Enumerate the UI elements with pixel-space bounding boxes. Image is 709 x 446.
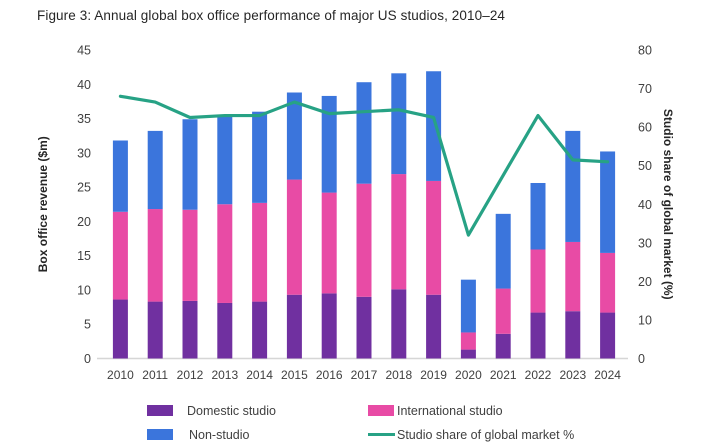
right-axis-tick: 0 bbox=[638, 352, 645, 366]
x-axis-label: 2020 bbox=[455, 368, 482, 382]
bar-segment-2017-2 bbox=[356, 82, 372, 184]
bar-segment-2018-1 bbox=[391, 174, 407, 290]
bar-segment-2015-1 bbox=[286, 179, 302, 295]
bar-segment-2024-2 bbox=[600, 151, 616, 253]
x-axis-label: 2016 bbox=[316, 368, 343, 382]
right-axis-tick: 80 bbox=[638, 44, 652, 58]
bar-segment-2022-0 bbox=[530, 312, 546, 359]
bar-segment-2021-1 bbox=[495, 288, 511, 334]
legend-label-international-studio: International studio bbox=[397, 403, 503, 418]
x-axis-label: 2018 bbox=[385, 368, 412, 382]
bar-segment-2022-2 bbox=[530, 182, 546, 250]
bar-segment-2021-2 bbox=[495, 213, 511, 289]
bar-segment-2015-2 bbox=[286, 92, 302, 180]
bar-segment-2020-1 bbox=[460, 332, 476, 350]
bar-segment-2019-1 bbox=[426, 180, 442, 295]
x-axis-label: 2022 bbox=[525, 368, 552, 382]
legend-item-studio-share-line: Studio share of global market % bbox=[368, 427, 574, 442]
legend-swatch-international-studio bbox=[368, 405, 394, 416]
right-axis-tick: 10 bbox=[638, 313, 652, 327]
bar-segment-2024-0 bbox=[600, 312, 616, 359]
bar-segment-2014-0 bbox=[252, 301, 268, 359]
legend-item-domestic-studio: Domestic studio bbox=[147, 403, 276, 418]
x-axis-label: 2011 bbox=[142, 368, 168, 382]
legend-item-international-studio: International studio bbox=[368, 403, 503, 418]
bar-segment-2011-2 bbox=[147, 130, 163, 210]
left-axis-tick: 35 bbox=[77, 112, 91, 126]
left-axis-tick: 0 bbox=[84, 352, 91, 366]
legend-item-non-studio: Non-studio bbox=[147, 427, 249, 442]
bar-segment-2020-0 bbox=[460, 349, 476, 359]
chart-title: Figure 3: Annual global box office perfo… bbox=[37, 8, 506, 23]
bar-segment-2016-1 bbox=[321, 192, 337, 294]
bar-segment-2013-1 bbox=[217, 204, 233, 303]
bar-segment-2021-0 bbox=[495, 333, 511, 359]
right-axis-title: Studio share of global market (%) bbox=[661, 109, 675, 300]
x-axis-label: 2014 bbox=[246, 368, 273, 382]
x-axis-label: 2010 bbox=[107, 368, 134, 382]
bar-segment-2017-1 bbox=[356, 183, 372, 297]
bar-segment-2010-1 bbox=[112, 211, 128, 300]
left-axis-tick: 20 bbox=[77, 215, 91, 229]
left-axis-tick: 40 bbox=[77, 78, 91, 92]
left-axis-title: Box office revenue ($m) bbox=[36, 136, 50, 272]
right-axis-tick: 60 bbox=[638, 121, 652, 135]
right-axis-tick: 30 bbox=[638, 236, 652, 250]
x-axis-label: 2015 bbox=[281, 368, 308, 382]
left-axis-tick: 10 bbox=[77, 283, 91, 297]
bar-segment-2014-1 bbox=[252, 202, 268, 302]
bar-segment-2023-1 bbox=[565, 241, 581, 312]
bar-segment-2010-2 bbox=[112, 140, 128, 212]
bar-segment-2020-2 bbox=[460, 279, 476, 333]
legend-swatch-studio-share-line bbox=[368, 433, 395, 436]
x-axis-label: 2013 bbox=[211, 368, 238, 382]
x-axis-label: 2024 bbox=[594, 368, 621, 382]
right-axis-tick: 40 bbox=[638, 198, 652, 212]
left-axis-tick: 30 bbox=[77, 146, 91, 160]
bar-segment-2012-0 bbox=[182, 300, 198, 359]
bar-segment-2017-0 bbox=[356, 296, 372, 359]
bar-segment-2024-1 bbox=[600, 252, 616, 313]
bar-segment-2012-1 bbox=[182, 209, 198, 301]
bar-segment-2012-2 bbox=[182, 119, 198, 210]
bar-segment-2018-0 bbox=[391, 289, 407, 359]
bar-segment-2015-0 bbox=[286, 294, 302, 359]
legend-swatch-non-studio bbox=[147, 429, 173, 440]
left-axis-tick: 5 bbox=[84, 318, 91, 332]
right-axis-tick: 70 bbox=[638, 82, 652, 96]
x-axis-label: 2021 bbox=[490, 368, 517, 382]
bar-segment-2011-0 bbox=[147, 301, 163, 359]
legend-label-studio-share-line: Studio share of global market % bbox=[397, 427, 575, 442]
left-axis-tick: 15 bbox=[77, 249, 91, 263]
legend-swatch-domestic-studio bbox=[147, 405, 173, 416]
legend-label-non-studio: Non-studio bbox=[189, 427, 250, 442]
bar-segment-2019-0 bbox=[426, 294, 442, 359]
bar-segment-2016-0 bbox=[321, 293, 337, 359]
right-axis-tick: 50 bbox=[638, 159, 652, 173]
bar-segment-2019-2 bbox=[426, 71, 442, 181]
x-axis-label: 2023 bbox=[559, 368, 586, 382]
bar-segment-2013-2 bbox=[217, 116, 233, 205]
bar-segment-2014-2 bbox=[252, 111, 268, 203]
bar-segment-2023-2 bbox=[565, 130, 581, 242]
bar-segment-2013-0 bbox=[217, 302, 233, 359]
x-axis-label: 2012 bbox=[177, 368, 204, 382]
bar-segment-2018-2 bbox=[391, 73, 407, 175]
x-axis-label: 2017 bbox=[351, 368, 378, 382]
legend-label-domestic-studio: Domestic studio bbox=[187, 403, 276, 418]
x-axis-label: 2019 bbox=[420, 368, 447, 382]
bar-segment-2022-1 bbox=[530, 249, 546, 313]
right-axis-tick: 20 bbox=[638, 275, 652, 289]
bar-segment-2011-1 bbox=[147, 209, 163, 302]
trend-line-studio-share bbox=[118, 94, 610, 237]
bar-segment-2016-2 bbox=[321, 95, 337, 193]
bar-segment-2010-0 bbox=[112, 299, 128, 359]
bar-segment-2023-0 bbox=[565, 311, 581, 359]
left-axis-tick: 45 bbox=[77, 44, 91, 58]
left-axis-tick: 25 bbox=[77, 181, 91, 195]
